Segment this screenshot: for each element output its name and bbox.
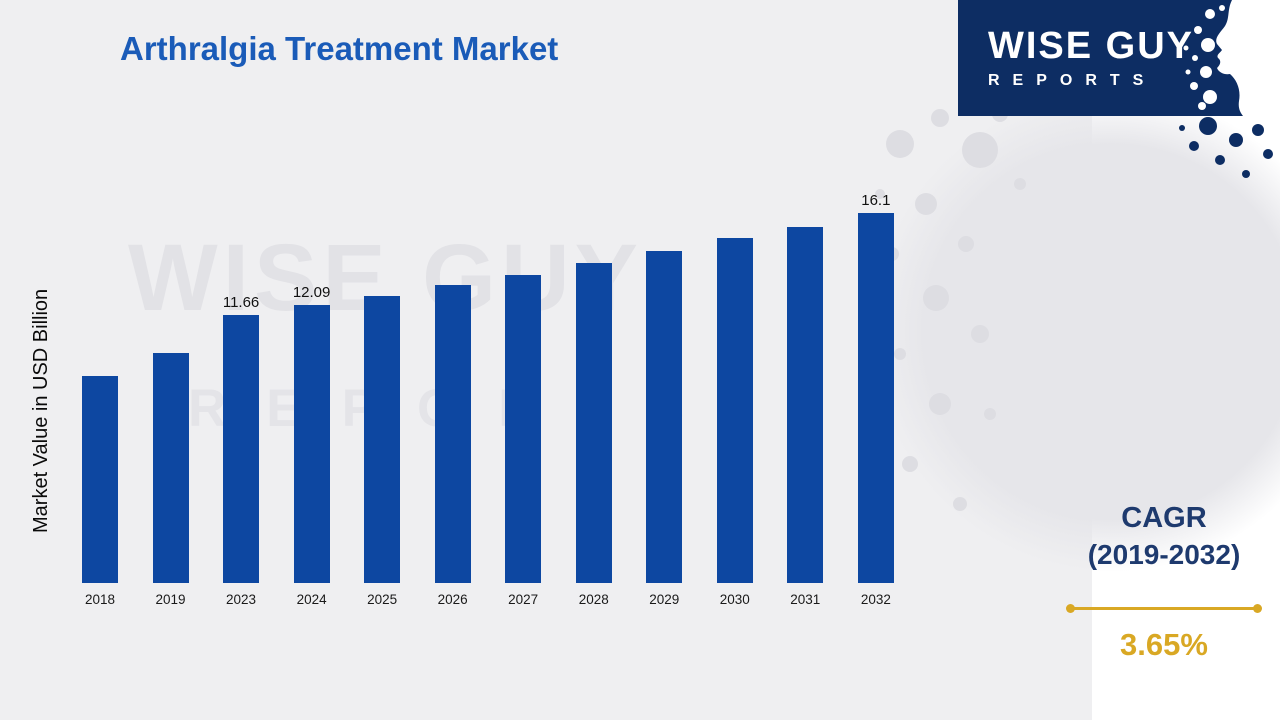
logo-subtext: REPORTS (988, 71, 1157, 89)
bar (716, 238, 753, 583)
x-axis-tick-label: 2026 (437, 592, 468, 607)
x-axis-tick-label: 2030 (719, 592, 750, 607)
bar-group: 2019 (151, 146, 191, 607)
chart-title: Arthralgia Treatment Market (120, 30, 559, 67)
bar-group: 2025 (362, 146, 402, 607)
x-axis-tick-label: 2019 (155, 592, 186, 607)
bar (364, 295, 401, 583)
bar (505, 274, 542, 583)
bar-group: 11.66 2023 (221, 146, 261, 607)
x-axis-tick-label: 2029 (649, 592, 680, 607)
bars: 2018 2019 11.66 2023 12.09 2024 2025 2026 2027 20… (80, 146, 896, 607)
bar (434, 285, 471, 583)
bar (857, 212, 894, 583)
bar-value-label: 16.1 (861, 191, 891, 209)
watermark-face-circle (872, 92, 1280, 572)
x-axis-tick-label: 2032 (860, 592, 891, 607)
x-axis-tick-label: 2027 (508, 592, 539, 607)
logo-wordmark: WISE GUY (988, 24, 1195, 67)
bar-group: 2028 (574, 146, 614, 607)
x-axis-tick-label: 2025 (367, 592, 398, 607)
bar-group: 16.1 2032 (856, 146, 896, 607)
logo-halftone-dots-icon (1179, 117, 1273, 178)
cagr-range: (2019-2032) (1087, 539, 1241, 570)
cagr-label: CAGR (1121, 502, 1207, 534)
bar (223, 314, 260, 583)
watermark-halftone-dots-icon (875, 106, 1026, 511)
bar-group: 2026 (433, 146, 473, 607)
bar-group: 12.09 2024 (292, 146, 332, 607)
x-axis-tick-label: 2018 (84, 592, 116, 607)
cagr-divider-line (1066, 604, 1262, 613)
bar-group: 2030 (715, 146, 755, 607)
bar-value-label: 12.09 (292, 283, 331, 301)
bar (646, 250, 683, 583)
bar (293, 304, 330, 583)
bar-group: 2027 (503, 146, 543, 607)
bar (82, 376, 118, 583)
face-profile-icon (1183, 0, 1280, 116)
bar-group: 2029 (644, 146, 684, 607)
bar (787, 226, 824, 583)
bar-value-label: 11.66 (222, 293, 260, 311)
x-axis-tick-label: 2028 (578, 592, 609, 607)
bar (575, 263, 612, 583)
cagr-value: 3.65% (1120, 627, 1208, 662)
y-axis-label: Market Value in USD Billion (30, 288, 52, 533)
wise-guy-reports-logo: WISE GUY REPORTS (958, 0, 1280, 116)
x-axis-tick-label: 2023 (226, 592, 257, 607)
x-axis-tick-label: 2031 (790, 592, 821, 607)
bar (152, 353, 189, 583)
cagr-block: CAGR (2019-2032) 3.65% (1062, 502, 1266, 663)
x-axis-tick-label: 2024 (296, 592, 327, 607)
bar-group: 2018 (80, 146, 120, 607)
bar-group: 2031 (785, 146, 825, 607)
